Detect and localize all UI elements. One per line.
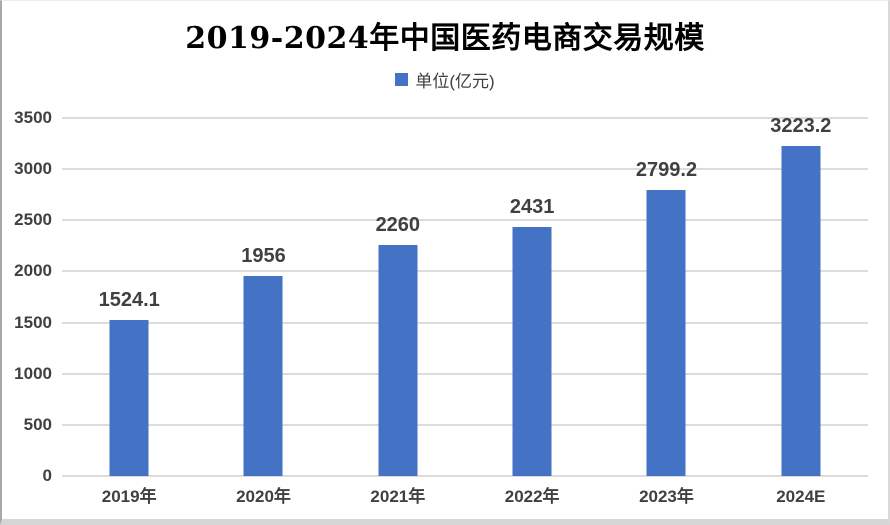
bar-slot: 2260 <box>331 118 465 476</box>
bar-value-label: 2260 <box>375 213 421 236</box>
bar-2023年 <box>646 189 686 476</box>
gridline <box>62 219 868 222</box>
bar-slot: 2431 <box>465 118 599 476</box>
gridline <box>62 117 868 119</box>
x-tick-label: 2020年 <box>236 487 291 506</box>
y-tick-label: 0 <box>42 466 52 485</box>
y-tick-label: 1000 <box>14 363 52 383</box>
legend-label: 单位(亿元) <box>415 72 495 91</box>
x-tick-label: 2019年 <box>101 487 157 506</box>
gridline <box>62 475 868 477</box>
x-tick-label: 2023年 <box>639 487 694 506</box>
y-tick-label: 1500 <box>14 312 52 332</box>
y-tick-label: 3000 <box>14 159 52 179</box>
x-tick-label: 2022年 <box>504 487 560 506</box>
y-tick-label: 2000 <box>14 261 52 281</box>
y-tick-label: 500 <box>23 414 52 434</box>
bar-value-label: 2431 <box>509 196 555 219</box>
gridline <box>62 168 868 171</box>
gridline <box>62 321 868 324</box>
y-tick-label: 2500 <box>14 210 52 230</box>
x-tick-label: 2021年 <box>370 487 426 506</box>
plot-area: 1524.1 1956 2260 2431 2799.2 3223.2 <box>62 115 868 477</box>
bar-2020年 <box>243 275 283 476</box>
bar-2024E <box>781 146 821 476</box>
bar-value-label: 1956 <box>241 244 286 267</box>
x-axis: 2019年 2020年 2021年 2022年 2023年 2024E <box>62 487 868 507</box>
gridline <box>62 270 868 273</box>
bar-2022年 <box>512 227 552 476</box>
bar-slot: 2799.2 <box>599 118 733 476</box>
bar-2021年 <box>378 244 418 476</box>
bar-slot: 3223.2 <box>734 115 868 476</box>
bar-value-label: 1524.1 <box>98 289 160 312</box>
y-tick-label: 3500 <box>14 108 52 127</box>
page-title: 2019-2024年中国医药电商交易规模 <box>185 21 705 56</box>
legend-marker-icon <box>395 73 409 86</box>
bar-value-label: 3223.2 <box>770 115 832 138</box>
bar-2019年 <box>109 320 149 476</box>
gridline <box>62 423 868 426</box>
bar-value-label: 2799.2 <box>635 158 698 181</box>
gridline <box>62 372 868 375</box>
bars-layer: 1524.1 1956 2260 2431 2799.2 3223.2 <box>62 115 868 476</box>
legend: 单位(亿元) <box>2 67 888 92</box>
bar-slot: 1956 <box>196 118 330 476</box>
bar-slot: 1524.1 <box>62 118 196 476</box>
y-axis: 0 500 1000 1500 2000 2500 3000 3500 <box>2 1 52 519</box>
x-tick-label: 2024E <box>776 487 826 506</box>
